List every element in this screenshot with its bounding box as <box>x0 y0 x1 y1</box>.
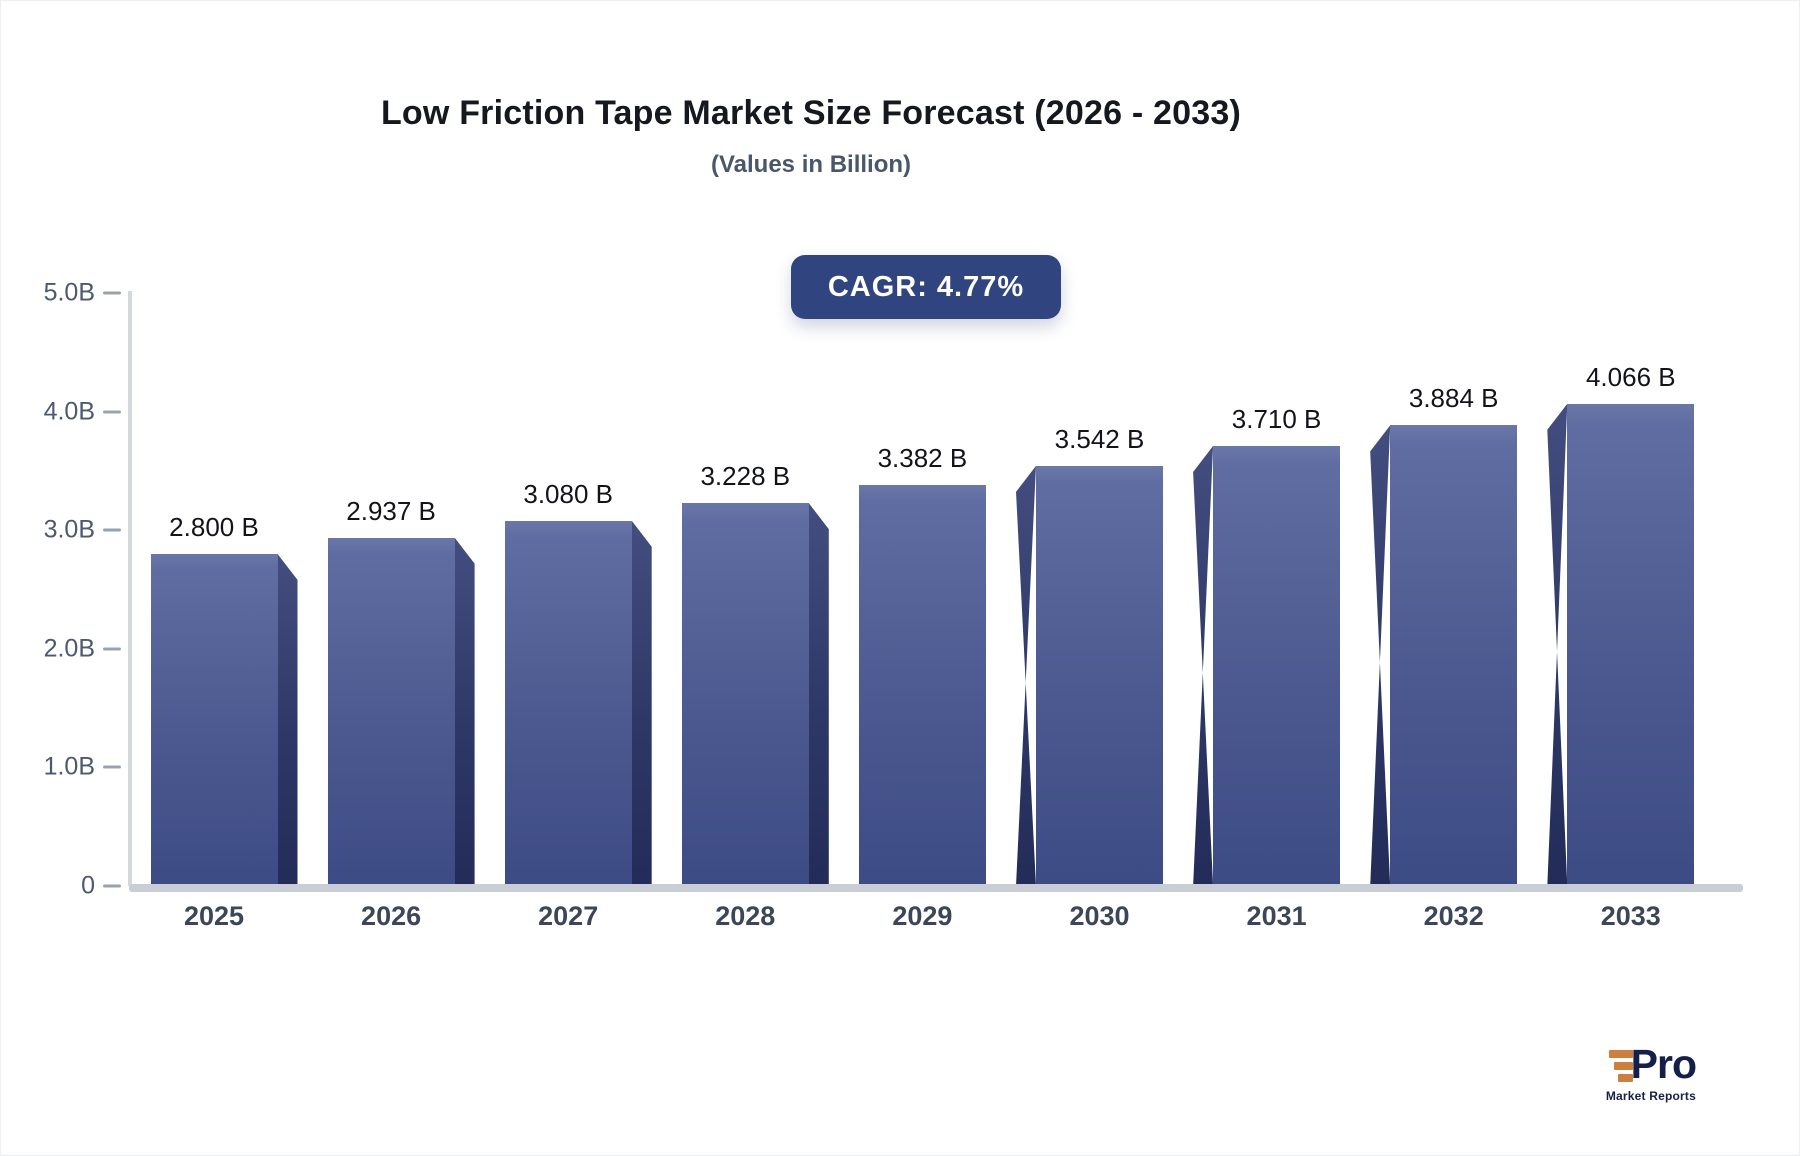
x-axis-label: 2031 <box>1246 901 1307 931</box>
y-tick-label: 1.0B <box>43 752 95 781</box>
x-axis-baseline <box>129 884 1743 892</box>
y-tick-mark <box>103 884 121 888</box>
bar-2025 <box>150 553 278 886</box>
y-tick-label: 0 <box>81 871 95 900</box>
chart-subtitle: (Values in Billion) <box>710 151 912 178</box>
x-axis-label: 2027 <box>538 901 599 931</box>
bar-2028 <box>681 503 809 886</box>
bar-value-label: 3.382 B <box>877 442 968 473</box>
bar-side-face <box>1370 425 1391 886</box>
x-axis-label: 2033 <box>1600 901 1661 931</box>
bar-value-label: 2.800 B <box>169 511 259 542</box>
title-block: Low Friction Tape Market Size Forecast (… <box>1 94 1621 179</box>
y-tick-mark <box>103 410 121 414</box>
y-tick-label: 3.0B <box>43 515 95 544</box>
logo: Pro Market Reports <box>1605 1041 1697 1104</box>
y-tick-label: 5.0B <box>43 278 95 307</box>
bar-2032 <box>1390 425 1518 886</box>
bar-side-face <box>808 503 829 886</box>
y-tick-label: 4.0B <box>43 397 95 426</box>
logo-stripes-icon <box>1608 1049 1633 1082</box>
bar-value-label: 3.884 B <box>1408 383 1499 414</box>
x-axis-label: 2028 <box>715 901 776 931</box>
x-axis-label: 2025 <box>183 901 245 931</box>
bar-side-face <box>1016 465 1036 886</box>
y-tick-mark <box>103 647 121 651</box>
y-tick-label: 2.0B <box>43 634 95 663</box>
bar-2031 <box>1213 445 1341 886</box>
logo-name: Pro <box>1630 1041 1697 1087</box>
x-axis-label: 2030 <box>1069 901 1130 931</box>
bar-value-label: 3.080 B <box>523 478 614 509</box>
bar-side-face <box>1547 403 1568 886</box>
x-axis-label: 2029 <box>892 901 953 931</box>
logo-tagline: Market Reports <box>1605 1089 1696 1103</box>
x-axis-label: 2032 <box>1423 901 1484 931</box>
bar-side-face <box>1193 445 1214 886</box>
page-title: Low Friction Tape Market Size Forecast (… <box>380 94 1242 132</box>
cagr-badge: CAGR: 4.77% <box>791 255 1061 319</box>
bar-value-label: 4.066 B <box>1585 361 1676 392</box>
y-tick-mark <box>103 528 121 532</box>
bar-side-face <box>277 553 298 886</box>
y-axis-line <box>128 291 132 886</box>
cagr-badge-label: CAGR: 4.77% <box>827 270 1025 303</box>
y-tick-mark <box>103 765 121 769</box>
bar-side-face <box>454 537 475 886</box>
y-tick-mark <box>103 291 121 295</box>
bar-2027 <box>504 520 632 886</box>
bar-2026 <box>327 537 455 886</box>
bar-value-label: 3.542 B <box>1054 423 1145 454</box>
bar-value-label: 2.937 B <box>346 495 436 526</box>
bar-2030 <box>1036 465 1163 886</box>
bar-2033 <box>1567 403 1695 886</box>
bar-value-label: 3.710 B <box>1231 403 1322 434</box>
x-axis-label: 2026 <box>361 901 422 931</box>
bar-2029 <box>858 484 986 886</box>
bar-value-label: 3.228 B <box>700 461 791 492</box>
bar-side-face <box>631 520 652 886</box>
logo-mark: Pro <box>1608 1041 1697 1087</box>
